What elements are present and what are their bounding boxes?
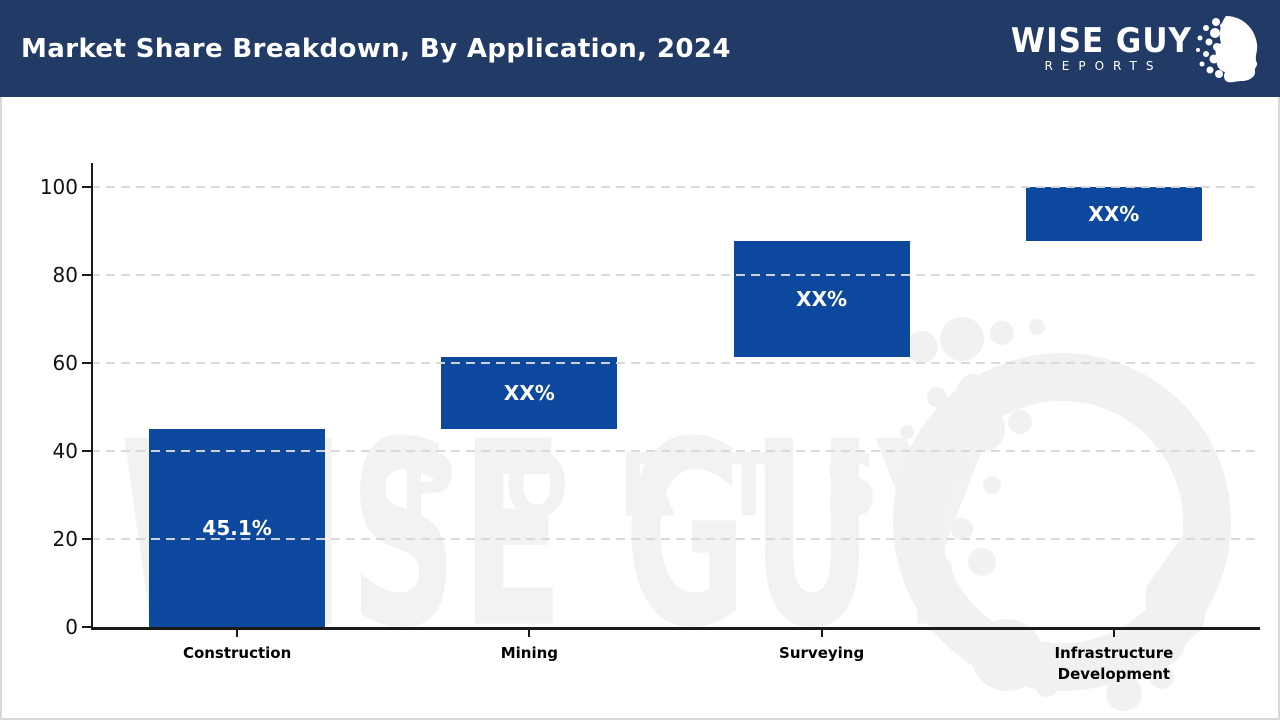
gridline-20 [91,538,1260,540]
y-tick-label-80: 80 [52,263,78,287]
bar-value-surveying: XX% [796,286,848,311]
y-tick-label-40: 40 [52,439,78,463]
face-watermark [893,317,1231,711]
header-bar: Market Share Breakdown, By Application, … [0,0,1280,97]
y-tick-0 [82,626,91,628]
page-title: Market Share Breakdown, By Application, … [21,34,731,64]
x-tick-infrastructure-development [1112,629,1115,637]
y-tick-label-20: 20 [52,527,78,551]
y-tick-label-60: 60 [52,351,78,375]
x-tick-construction [236,629,239,637]
x-label-surveying: Surveying [779,644,865,662]
y-tick-40 [82,450,91,452]
y-tick-label-0: 0 [65,615,78,639]
gridline-100 [91,186,1260,188]
x-tick-mining [528,629,531,637]
bar-value-mining: XX% [503,380,555,405]
wiseguy-logo: WISE GUY REPORTS [1011,14,1262,84]
x-tick-surveying [820,629,823,637]
bar-infrastructure-development [1025,187,1202,241]
y-tick-20 [82,538,91,540]
chart-area: WISE GUY PORTS 0 20 40 60 80 100 45.1% Construc… [2,97,1278,716]
bar-mining [441,356,618,429]
x-axis-spine [91,627,1260,630]
x-label-construction: Construction [182,644,292,662]
bar-value-construction: 45.1% [202,515,272,540]
gridline-60 [91,362,1260,364]
y-tick-label-100: 100 [39,175,78,199]
gridline-80 [91,274,1260,276]
gridline-40 [91,450,1260,452]
y-axis-spine [91,163,93,629]
logo-wordmark: WISE GUY [1010,21,1192,61]
logo-subtitle: REPORTS [1044,59,1163,74]
x-label-mining: Mining [500,644,559,662]
x-label-infrastructure-development: Infrastructure Development [1054,644,1174,683]
bar-value-infrastructure-development: XX% [1088,201,1140,226]
y-tick-100 [82,186,91,188]
wiseguy-logo-text: WISE GUY REPORTS [1010,21,1192,74]
bar-surveying [733,240,910,357]
wiseguy-face-icon [1196,16,1258,83]
y-tick-80 [82,274,91,276]
bar-construction [149,428,326,627]
y-tick-60 [82,362,91,364]
